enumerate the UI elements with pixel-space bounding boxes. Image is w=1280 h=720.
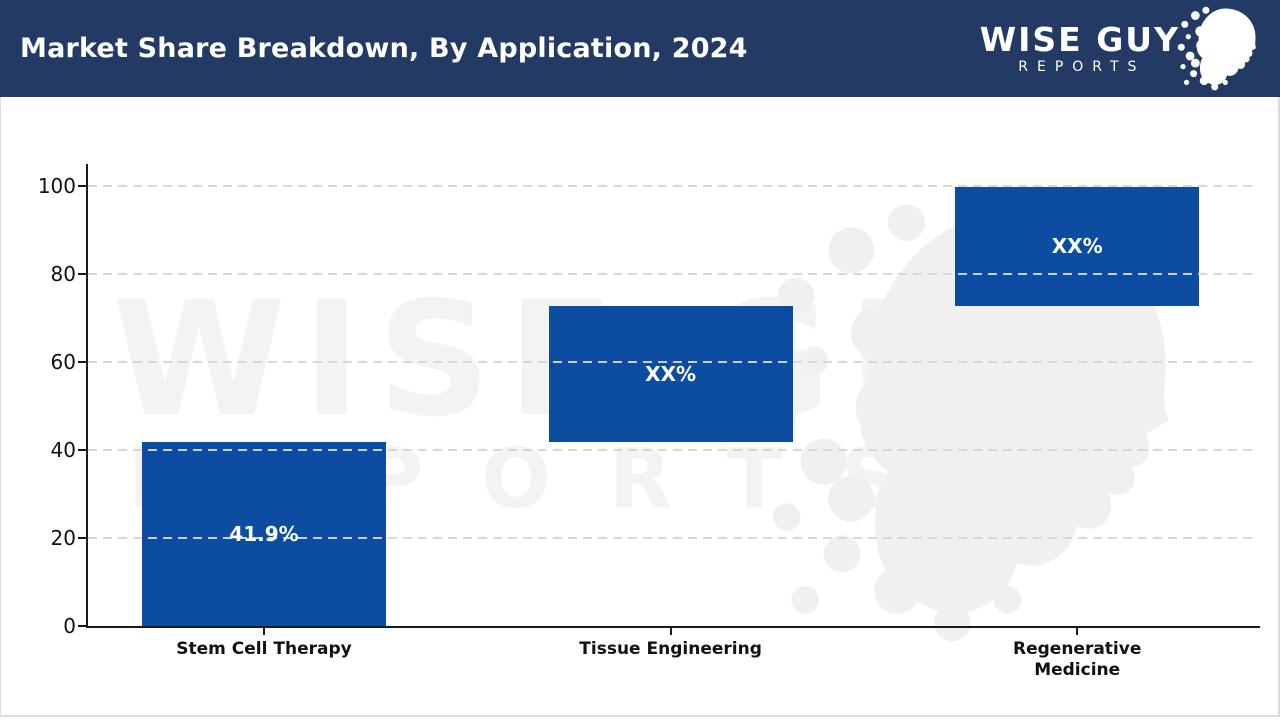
y-tick-label: 20 (50, 526, 76, 550)
bar-value-label: XX% (645, 361, 697, 386)
y-tick-mark (78, 273, 86, 275)
brand-name: WISE GUY (979, 19, 1180, 59)
header-bar: Market Share Breakdown, By Application, … (0, 0, 1280, 97)
y-axis-line (86, 164, 88, 628)
x-axis-line (86, 626, 1260, 628)
chart-card-border (0, 97, 1280, 717)
y-tick-label: 40 (50, 438, 76, 462)
y-tick-mark (78, 361, 86, 363)
brand-subtitle: REPORTS (1018, 58, 1146, 75)
x-tick-mark (263, 628, 265, 635)
y-tick-mark (78, 625, 86, 627)
gridline-y-80 (88, 273, 1258, 275)
y-tick-label: 60 (50, 350, 76, 374)
gridline-y-40 (88, 449, 1258, 451)
page-title: Market Share Breakdown, By Application, … (20, 33, 748, 64)
gridline-y-20 (88, 537, 1258, 539)
gridline-y-60 (88, 361, 1258, 363)
brand-logo: WISE GUY REPORTS (980, 5, 1280, 93)
y-tick-mark (78, 449, 86, 451)
y-tick-label: 0 (63, 614, 76, 638)
bar-segment (548, 305, 793, 442)
x-tick-mark (669, 628, 672, 635)
x-tick-mark (1076, 628, 1079, 635)
gridline-y-100 (88, 185, 1258, 187)
x-category-label: Tissue Engineering (579, 639, 762, 659)
bar-segment (955, 186, 1200, 306)
bar-value-label: 41.9% (229, 521, 299, 546)
y-tick-label: 100 (37, 174, 76, 198)
x-category-label: Regenerative Medicine (1013, 639, 1142, 680)
x-category-label: Stem Cell Therapy (176, 639, 352, 659)
y-tick-mark (78, 185, 86, 187)
bar-segment (142, 441, 386, 626)
y-tick-mark (78, 537, 86, 539)
y-tick-label: 80 (50, 262, 76, 286)
brand-logo-text: WISE GUY REPORTS (980, 23, 1180, 75)
bar-value-label: XX% (1051, 234, 1103, 259)
